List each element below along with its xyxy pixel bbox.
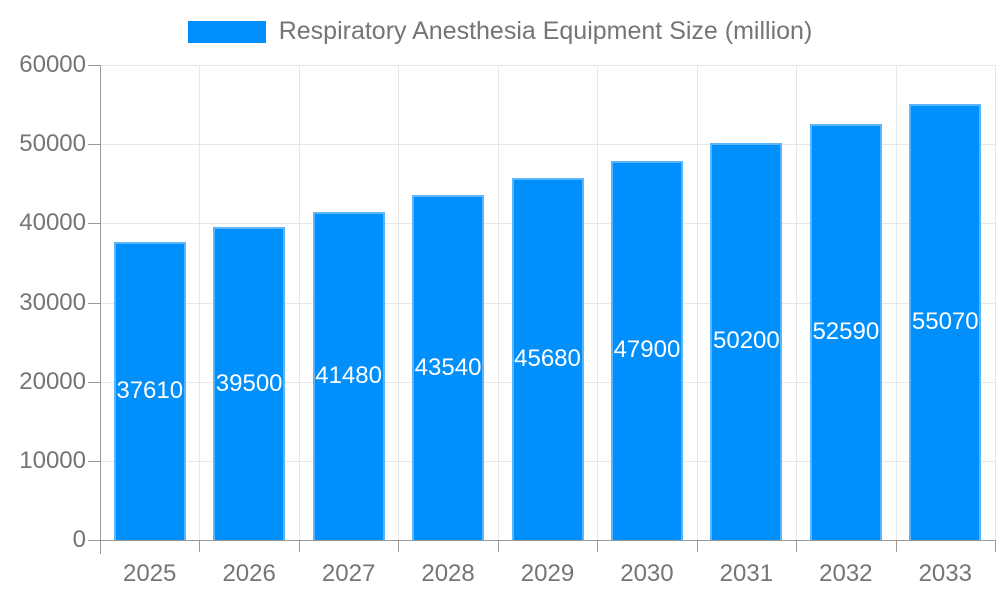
y-axis-label: 30000 — [19, 288, 86, 316]
y-axis-tick — [88, 540, 100, 541]
y-axis-tick — [88, 65, 100, 66]
y-axis-label: 0 — [72, 526, 86, 553]
y-axis-label: 50000 — [19, 130, 86, 158]
x-axis-tick — [298, 540, 300, 552]
bar-2026 — [213, 227, 286, 540]
x-axis-line — [100, 540, 995, 541]
gridline-horizontal — [100, 144, 995, 146]
x-axis-label: 2032 — [819, 560, 873, 587]
gridline-vertical — [398, 65, 400, 540]
x-axis-label: 2031 — [719, 560, 774, 587]
x-axis-tick — [796, 540, 798, 552]
gridline-vertical — [298, 65, 300, 540]
y-axis-tick — [88, 302, 100, 304]
y-axis-tick — [88, 381, 100, 383]
legend-label: Respiratory Anesthesia Equipment Size (m… — [278, 17, 813, 45]
gridline-vertical — [597, 65, 599, 540]
bar-2030 — [610, 160, 683, 540]
x-axis-tick — [398, 540, 400, 552]
y-axis-tick — [88, 460, 100, 462]
x-axis-tick — [597, 540, 599, 552]
x-axis-tick — [497, 540, 499, 552]
legend-swatch — [187, 20, 266, 43]
x-axis-label: 2033 — [918, 560, 972, 587]
gridline-horizontal — [100, 65, 995, 66]
bar-2027 — [312, 211, 385, 540]
x-axis-label: 2028 — [421, 560, 475, 587]
bar-2028 — [412, 195, 485, 540]
x-axis-label: 2029 — [520, 560, 575, 587]
gridline-vertical — [995, 65, 996, 540]
y-axis-line — [100, 65, 101, 554]
x-axis-tick — [995, 540, 996, 552]
gridline-vertical — [199, 65, 201, 540]
x-axis-tick — [199, 540, 201, 552]
bar-2033 — [909, 104, 982, 540]
gridline-vertical — [796, 65, 798, 540]
y-axis-tick — [88, 223, 100, 225]
gridline-vertical — [895, 65, 897, 540]
y-axis-tick — [88, 144, 100, 146]
gridline-vertical — [497, 65, 499, 540]
bar-2029 — [511, 178, 584, 540]
y-axis-label: 20000 — [19, 367, 86, 395]
bar-2032 — [809, 123, 882, 540]
x-axis-tick — [895, 540, 897, 552]
y-axis-label: 60000 — [19, 51, 86, 78]
gridline-vertical — [696, 65, 698, 540]
legend-item[interactable]: Respiratory Anesthesia Equipment Size (m… — [0, 17, 1000, 46]
bar-2031 — [710, 142, 783, 540]
y-axis-label: 40000 — [19, 209, 86, 237]
x-axis-label: 2025 — [123, 560, 177, 587]
bar-2025 — [113, 242, 186, 540]
y-axis-label: 10000 — [19, 446, 86, 474]
x-axis-label: 2030 — [620, 560, 674, 587]
x-axis-label: 2026 — [222, 560, 276, 587]
x-axis-tick — [696, 540, 698, 552]
x-axis-label: 2027 — [321, 560, 376, 587]
